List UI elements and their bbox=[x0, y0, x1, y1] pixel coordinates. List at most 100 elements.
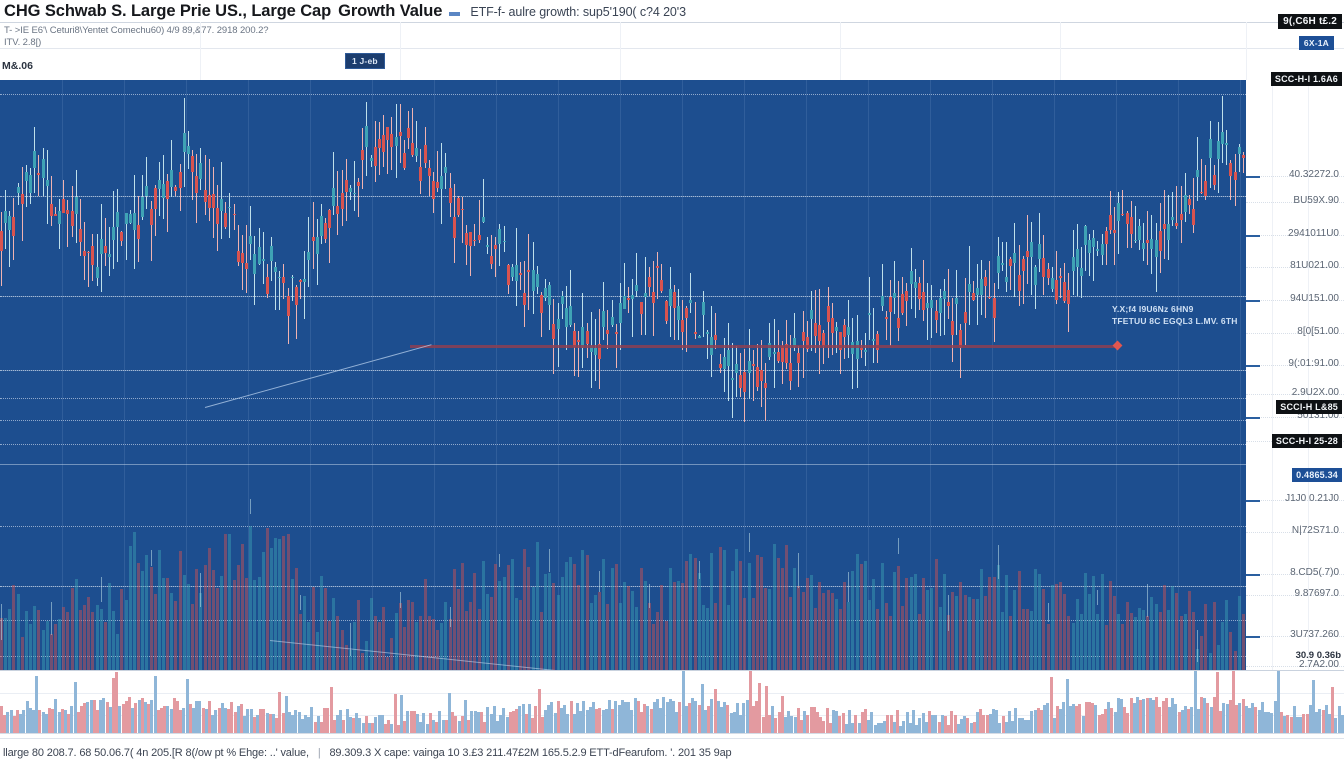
volume-bar bbox=[993, 576, 996, 670]
navigator-bar bbox=[1130, 698, 1133, 733]
price-axis-badge[interactable]: SCC-H-I 1.6A6 bbox=[1270, 72, 1342, 86]
navigator-bar bbox=[64, 710, 67, 733]
navigator-bar bbox=[1008, 710, 1011, 733]
candle-body bbox=[195, 176, 198, 193]
candle-wick bbox=[632, 279, 633, 337]
navigator-bar bbox=[291, 714, 294, 733]
price-axis[interactable]: 40.32272.0 BU59X.90 2941011U0 81U021.00 94U1… bbox=[1246, 72, 1344, 691]
navigator-bar bbox=[80, 705, 83, 733]
candle-body bbox=[615, 332, 618, 334]
price-axis-badge[interactable]: SCC-H-I 25-28 bbox=[1271, 434, 1342, 448]
candle-wick bbox=[379, 122, 380, 176]
volume-bar bbox=[997, 564, 1000, 670]
navigator-bar bbox=[317, 715, 320, 733]
volume-bar bbox=[1209, 653, 1212, 670]
candle-wick bbox=[753, 350, 754, 401]
candle-wick bbox=[350, 185, 351, 201]
header-gridline bbox=[1246, 22, 1247, 80]
navigator-bar bbox=[848, 710, 851, 733]
axis-tick-leader bbox=[1246, 235, 1344, 236]
volume-bar bbox=[233, 579, 236, 670]
volume-bar bbox=[174, 600, 177, 670]
volume-bar bbox=[494, 564, 497, 670]
axis-tick-label: 50131.00 bbox=[1297, 410, 1339, 421]
candle-wick bbox=[47, 150, 48, 224]
navigator-bar bbox=[893, 722, 896, 733]
volume-bar bbox=[644, 580, 647, 670]
volume-bar bbox=[303, 596, 306, 670]
candle-wick bbox=[558, 303, 559, 368]
candle-wick bbox=[803, 311, 804, 378]
candle-body bbox=[930, 300, 933, 309]
candle-body bbox=[461, 208, 464, 211]
navigator-bar bbox=[707, 705, 710, 733]
navigator-bar bbox=[998, 722, 1001, 733]
navigator-bar bbox=[1254, 707, 1257, 733]
navigator-bar bbox=[1258, 709, 1261, 733]
candle-body bbox=[976, 287, 979, 296]
candle-body bbox=[407, 128, 410, 139]
candle-body bbox=[681, 319, 684, 332]
candle-body bbox=[12, 216, 15, 237]
candle-body bbox=[1096, 248, 1099, 251]
candle-body bbox=[881, 295, 884, 306]
navigator-bar bbox=[710, 699, 713, 733]
navigator-bar bbox=[918, 717, 921, 733]
navigator-bar bbox=[3, 715, 6, 733]
navigator-bar bbox=[86, 701, 89, 733]
navigator-bar bbox=[1232, 671, 1235, 733]
price-chart-plot[interactable]: Y.X;f4 I9U6Nz 6HN9 TFETUU 8C EGQL3 L.MV.… bbox=[0, 80, 1246, 670]
axis-badge-primary[interactable]: 9(,C6H t£.2 bbox=[1278, 14, 1342, 29]
period-badge[interactable]: 1 J-eb bbox=[345, 53, 385, 69]
navigator-bar bbox=[259, 709, 262, 733]
navigator-bar bbox=[237, 706, 240, 733]
price-axis-badge[interactable]: SCCI-H L&85 bbox=[1276, 400, 1342, 414]
volume-bar bbox=[129, 546, 132, 670]
navigator-bar bbox=[662, 697, 665, 733]
volume-bar bbox=[864, 561, 867, 670]
gridline-major bbox=[0, 196, 1246, 197]
volume-bar bbox=[312, 586, 315, 670]
candle-wick bbox=[209, 158, 210, 221]
axis-leader-stub bbox=[1246, 235, 1260, 237]
navigator-bar bbox=[960, 718, 963, 733]
navigator-bar bbox=[896, 710, 899, 733]
navigator-bar bbox=[803, 711, 806, 733]
candle-body bbox=[349, 187, 352, 192]
volume-bar bbox=[37, 609, 40, 670]
navigator-bar bbox=[947, 725, 950, 733]
volume-bar bbox=[793, 568, 796, 670]
resistance-line[interactable] bbox=[410, 345, 1120, 348]
volume-bar bbox=[1126, 602, 1129, 670]
candle-body bbox=[822, 333, 825, 347]
candle-body bbox=[150, 209, 153, 225]
axis-badge-secondary[interactable]: 6X-1A bbox=[1298, 36, 1334, 50]
navigator-bar bbox=[496, 720, 499, 733]
candle-wick bbox=[1056, 250, 1057, 304]
candle-body bbox=[299, 280, 302, 282]
price-axis-badge[interactable]: 0.4865.34 bbox=[1292, 468, 1342, 482]
candle-wick bbox=[229, 193, 230, 239]
volume-bar bbox=[681, 583, 684, 670]
candle-body bbox=[237, 251, 240, 262]
navigator-bar bbox=[378, 714, 381, 733]
candle-wick bbox=[333, 152, 334, 215]
volume-bar bbox=[897, 566, 900, 670]
volume-spike bbox=[151, 550, 152, 566]
gridline-horizontal bbox=[0, 444, 1246, 445]
navigator-bar bbox=[605, 708, 608, 733]
candle-wick bbox=[499, 223, 500, 267]
volume-bar bbox=[660, 584, 663, 670]
navigator-bar bbox=[758, 682, 761, 733]
candle-body bbox=[839, 332, 842, 351]
navigator-bar bbox=[829, 722, 832, 733]
chart-navigator[interactable] bbox=[0, 670, 1344, 739]
candle-body bbox=[54, 214, 57, 216]
navigator-bar bbox=[1280, 711, 1283, 733]
axis-tick-label: 81U021.00 bbox=[1290, 260, 1339, 271]
volume-bar bbox=[1163, 585, 1166, 670]
candle-body bbox=[631, 294, 634, 300]
navigator-bar bbox=[675, 711, 678, 733]
candle-body bbox=[1159, 230, 1162, 252]
candle-body bbox=[307, 252, 310, 260]
